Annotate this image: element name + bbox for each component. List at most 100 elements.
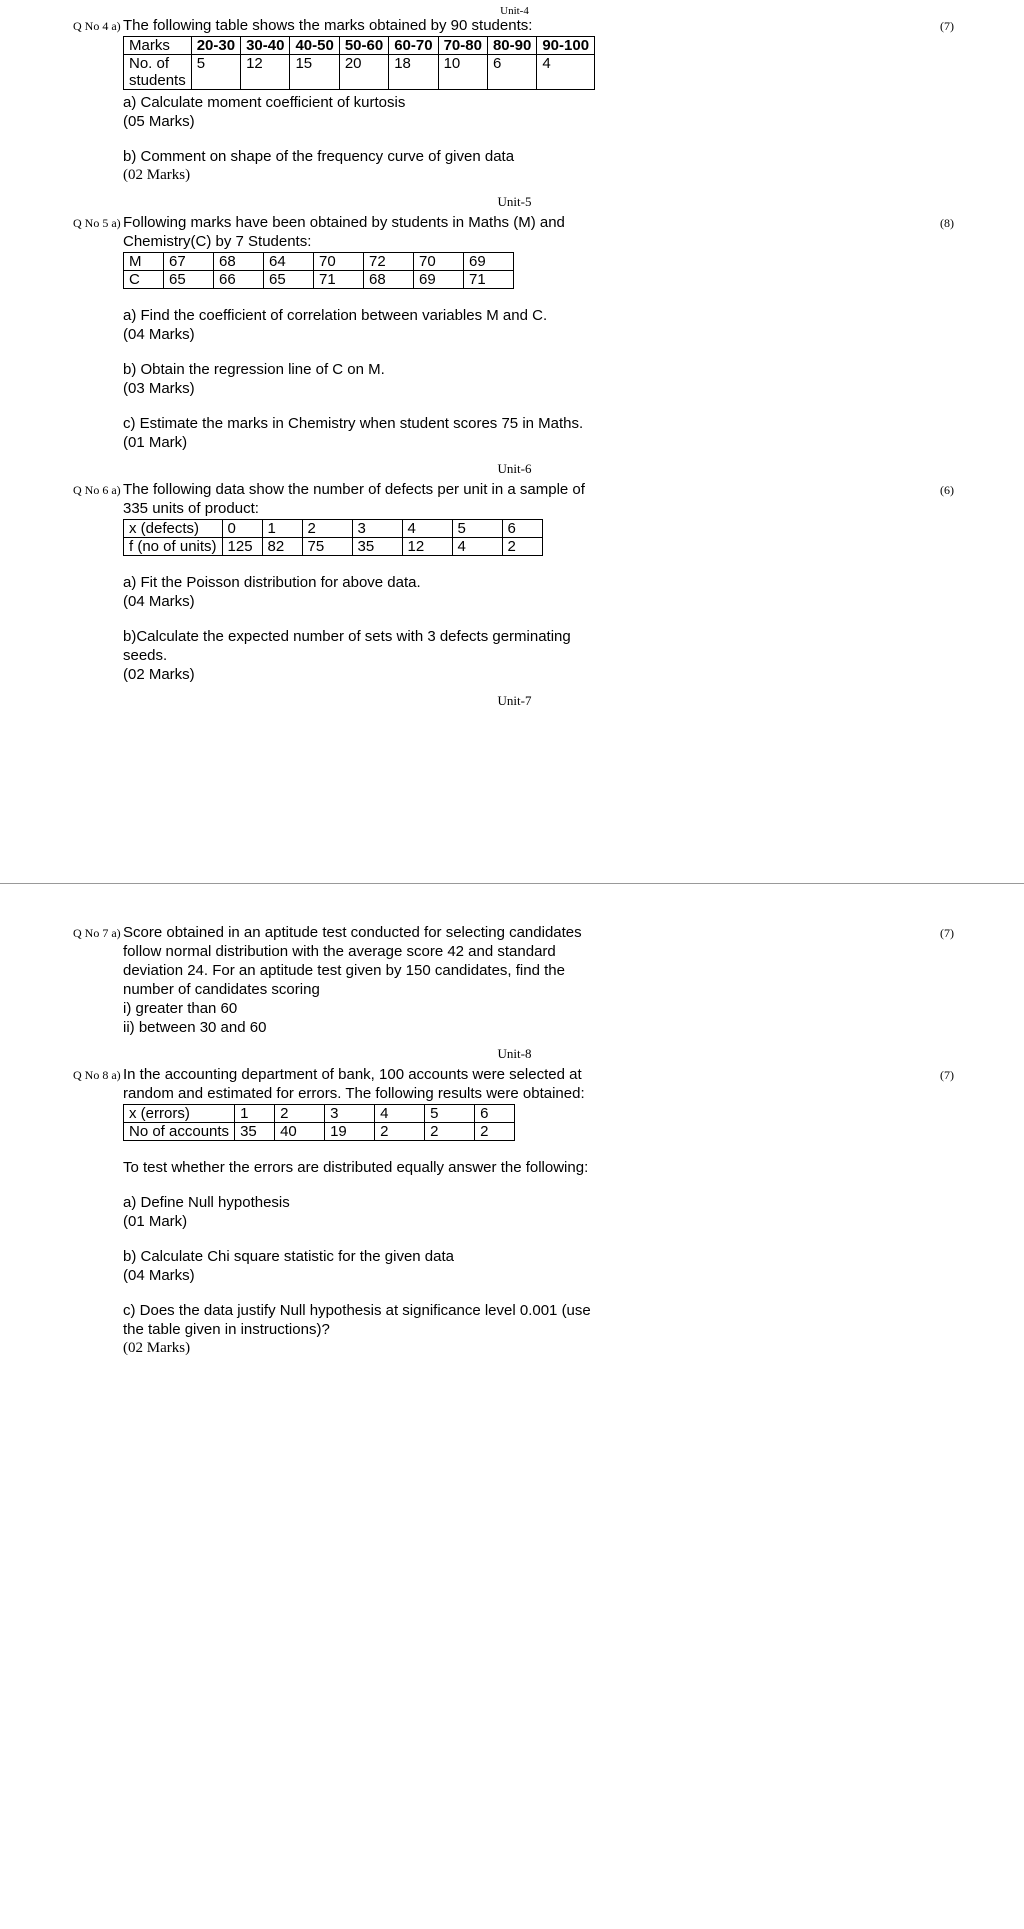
cell: 5	[452, 520, 502, 538]
cell: 35	[235, 1123, 275, 1141]
q6-table: x (defects) 0 1 2 3 4 5 6 f (no of units…	[123, 519, 543, 556]
cell: C	[124, 271, 164, 289]
q6-intro2: 335 units of product:	[123, 500, 919, 517]
cell: 10	[438, 55, 487, 90]
cell: 82	[262, 538, 302, 556]
cell: 0	[222, 520, 262, 538]
cell: No. ofstudents	[124, 55, 192, 90]
cell: 90-100	[537, 37, 595, 55]
cell: 20-30	[191, 37, 240, 55]
cell: 1	[235, 1105, 275, 1123]
cell: 125	[222, 538, 262, 556]
q4-a-marks: (05 Marks)	[123, 113, 919, 130]
q6-b2: seeds.	[123, 647, 919, 664]
cell: 70	[314, 253, 364, 271]
cell: 68	[214, 253, 264, 271]
cell: 67	[164, 253, 214, 271]
cell: 65	[264, 271, 314, 289]
q5-intro1: Following marks have been obtained by st…	[123, 214, 919, 231]
q4-label: Q No 4 a)	[73, 19, 123, 34]
cell: M	[124, 253, 164, 271]
table-row: x (defects) 0 1 2 3 4 5 6	[124, 520, 543, 538]
page-gap	[75, 713, 954, 853]
cell: 4	[375, 1105, 425, 1123]
cell: 68	[364, 271, 414, 289]
cell: No of accounts	[124, 1123, 235, 1141]
question-8: Q No 8 a) (7) In the accounting departme…	[75, 1066, 954, 1357]
cell: 30-40	[241, 37, 290, 55]
question-7: Q No 7 a) (7) Score obtained in an aptit…	[75, 924, 954, 1036]
q8-intro2: random and estimated for errors. The fol…	[123, 1085, 919, 1102]
q4-content: The following table shows the marks obta…	[123, 17, 919, 184]
q6-label: Q No 6 a)	[73, 483, 123, 498]
q7-i: i) greater than 60	[123, 1000, 919, 1017]
q5-b-marks: (03 Marks)	[123, 380, 919, 397]
unit-7-header: Unit-7	[75, 693, 954, 709]
cell: 15	[290, 55, 339, 90]
q8-table: x (errors) 1 2 3 4 5 6 No of accounts 35…	[123, 1104, 515, 1141]
q7-l1: Score obtained in an aptitude test condu…	[123, 924, 919, 941]
q7-l3: deviation 24. For an aptitude test given…	[123, 962, 919, 979]
q6-content: The following data show the number of de…	[123, 481, 919, 683]
cell: 2	[302, 520, 352, 538]
q8-intro1: In the accounting department of bank, 10…	[123, 1066, 919, 1083]
cell: 65	[164, 271, 214, 289]
q5-table: M 67 68 64 70 72 70 69 C 65 66 65 71 68 …	[123, 252, 514, 289]
cell: 12	[241, 55, 290, 90]
cell: 71	[464, 271, 514, 289]
cell: 40-50	[290, 37, 339, 55]
table-row: Marks 20-30 30-40 40-50 50-60 60-70 70-8…	[124, 37, 595, 55]
cell: 6	[502, 520, 542, 538]
cell: 2	[425, 1123, 475, 1141]
cell: 4	[537, 55, 595, 90]
table-row: C 65 66 65 71 68 69 71	[124, 271, 514, 289]
cell: 1	[262, 520, 302, 538]
cell: Marks	[124, 37, 192, 55]
q8-c-marks: (02 Marks)	[123, 1340, 919, 1357]
cell: 18	[389, 55, 438, 90]
unit-4-header: Unit-4	[75, 5, 954, 17]
cell: 4	[452, 538, 502, 556]
cell: 2	[502, 538, 542, 556]
cell: 2	[375, 1123, 425, 1141]
cell: f (no of units)	[124, 538, 223, 556]
q5-total-marks: (8)	[940, 216, 954, 231]
q8-total-marks: (7)	[940, 1068, 954, 1083]
cell: x (defects)	[124, 520, 223, 538]
page-upper: Unit-4 Q No 4 a) (7) The following table…	[0, 0, 1024, 883]
cell: 35	[352, 538, 402, 556]
cell: 19	[325, 1123, 375, 1141]
q8-a-marks: (01 Mark)	[123, 1213, 919, 1230]
q7-l2: follow normal distribution with the aver…	[123, 943, 919, 960]
q8-content: In the accounting department of bank, 10…	[123, 1066, 919, 1357]
q8-b: b) Calculate Chi square statistic for th…	[123, 1248, 919, 1265]
q6-b1: b)Calculate the expected number of sets …	[123, 628, 919, 645]
cell: 3	[325, 1105, 375, 1123]
q4-intro: The following table shows the marks obta…	[123, 17, 919, 34]
q4-table: Marks 20-30 30-40 40-50 50-60 60-70 70-8…	[123, 36, 595, 90]
q5-b: b) Obtain the regression line of C on M.	[123, 361, 919, 378]
q7-l4: number of candidates scoring	[123, 981, 919, 998]
q5-label: Q No 5 a)	[73, 216, 123, 231]
cell-text: students	[129, 72, 186, 89]
q4-total-marks: (7)	[940, 19, 954, 34]
cell: 69	[464, 253, 514, 271]
q6-a: a) Fit the Poisson distribution for abov…	[123, 574, 919, 591]
q5-content: Following marks have been obtained by st…	[123, 214, 919, 451]
table-row: No. ofstudents 5 12 15 20 18 10 6 4	[124, 55, 595, 90]
q6-b-marks: (02 Marks)	[123, 666, 919, 683]
unit-8-header: Unit-8	[75, 1046, 954, 1062]
q5-a-marks: (04 Marks)	[123, 326, 919, 343]
q6-a-marks: (04 Marks)	[123, 593, 919, 610]
cell: 4	[402, 520, 452, 538]
cell: 12	[402, 538, 452, 556]
q7-content: Score obtained in an aptitude test condu…	[123, 924, 919, 1036]
cell: 50-60	[339, 37, 388, 55]
cell: 5	[191, 55, 240, 90]
table-row: M 67 68 64 70 72 70 69	[124, 253, 514, 271]
q8-c2: the table given in instructions)?	[123, 1321, 919, 1338]
question-6: Q No 6 a) (6) The following data show th…	[75, 481, 954, 683]
cell: 6	[487, 55, 536, 90]
q8-a: a) Define Null hypothesis	[123, 1194, 919, 1211]
cell: 69	[414, 271, 464, 289]
